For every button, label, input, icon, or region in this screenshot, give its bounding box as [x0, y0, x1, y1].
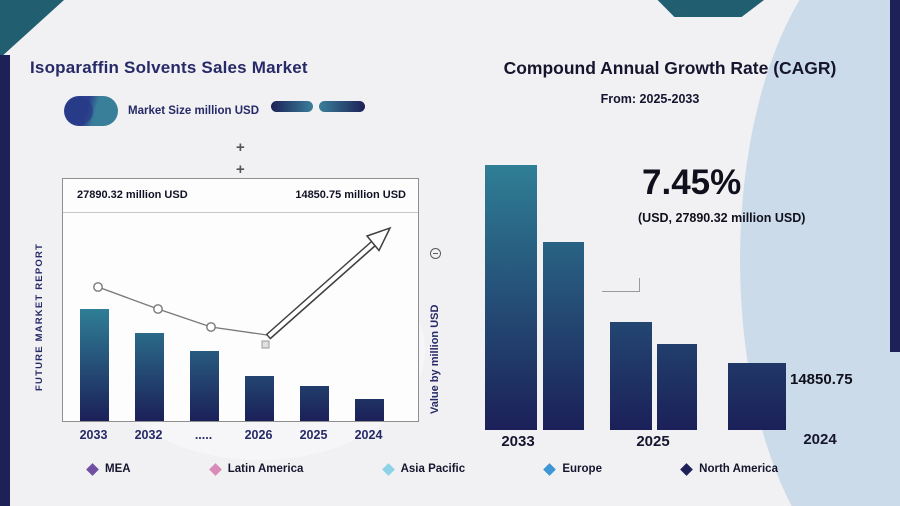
plus-icon: + — [236, 139, 245, 156]
end-value-2024-label: 14850.75 — [790, 371, 853, 388]
corner-triangle-icon — [0, 0, 64, 58]
x-axis-label: 2033 — [79, 428, 108, 442]
x-axis-label: 2025 — [299, 428, 328, 442]
year-label-2033: 2033 — [501, 433, 535, 450]
watermark-label: FUTURE MARKET REPORT — [34, 242, 45, 392]
legend-item-mea: MEA — [86, 462, 131, 476]
gradient-pill-icon — [271, 101, 313, 112]
start-value-label: 27890.32 million USD — [77, 189, 188, 201]
square-marker-icon — [261, 340, 270, 349]
point-marker-icon — [206, 322, 216, 332]
diamond-icon — [543, 462, 557, 476]
end-value-label: 14850.75 million USD — [295, 189, 406, 201]
cagr-bar-2033-0 — [485, 165, 537, 430]
circle-minus-icon — [430, 248, 441, 259]
year-label-2025: 2025 — [636, 433, 670, 450]
step-decoration — [602, 278, 640, 292]
gridline — [63, 212, 418, 213]
legend-item-north-america: North America — [680, 462, 778, 476]
market-size-bar-2025 — [300, 386, 329, 421]
top-band-icon — [657, 0, 764, 17]
cagr-title: Compound Annual Growth Rate (CAGR) — [503, 58, 837, 78]
y-axis-label: Value by million USD — [429, 304, 441, 414]
cagr-bar-2024-4 — [728, 363, 786, 430]
arrow-shaft — [267, 241, 376, 338]
cagr-bar-2025-2 — [610, 322, 652, 430]
cagr-subtitle: From: 2025-2033 — [600, 92, 700, 106]
arrow-head-icon — [365, 226, 392, 252]
legend-item-europe: Europe — [543, 462, 602, 476]
x-axis-label: 2024 — [354, 428, 383, 442]
x-axis-label: 2032 — [134, 428, 163, 442]
legend-item-latin-america: Latin America — [208, 462, 304, 476]
x-axis-label: 2026 — [244, 428, 273, 442]
bar-series — [80, 309, 384, 421]
market-size-pill-icon — [64, 96, 118, 126]
region-legend: MEA Latin America Asia Pacific Europe North … — [86, 462, 778, 476]
right-edge-bar — [890, 0, 900, 352]
trend-line — [97, 286, 268, 336]
market-size-chart: 27890.32 million USD 14850.75 million US… — [62, 178, 419, 422]
market-size-bar-2024 — [355, 399, 384, 421]
market-size-bar-2032 — [135, 333, 164, 421]
gradient-pill-icon — [319, 101, 365, 112]
left-edge-bar — [0, 55, 10, 506]
market-size-legend-label: Market Size million USD — [128, 105, 260, 117]
legend-label: North America — [699, 463, 778, 475]
point-marker-icon — [93, 282, 103, 292]
legend-label: Asia Pacific — [400, 463, 466, 475]
cagr-bar-series — [470, 165, 820, 430]
plus-icon: + — [236, 161, 245, 178]
cagr-note: (USD, 27890.32 million USD) — [638, 211, 806, 225]
diamond-icon — [680, 462, 694, 476]
cagr-bar-2033-1 — [543, 242, 584, 430]
cagr-bar-2025-3 — [657, 344, 697, 430]
x-axis-label: ..... — [194, 428, 213, 442]
year-label-2024: 2024 — [803, 431, 837, 448]
trend-arrow-overlay — [93, 226, 392, 349]
diamond-icon — [86, 462, 99, 476]
legend-label: Europe — [562, 463, 602, 475]
page-title: Isoparaffin Solvents Sales Market — [30, 58, 308, 77]
legend-item-asia-pacific: Asia Pacific — [381, 462, 466, 476]
market-size-bar-2033 — [80, 309, 109, 421]
cagr-value: 7.45% — [642, 163, 742, 202]
legend-label: Latin America — [227, 463, 304, 475]
diamond-icon — [381, 462, 395, 476]
x-axis-labels: 2033 2032..... 2026 2025 2024 — [79, 428, 383, 442]
legend-label: MEA — [105, 463, 131, 475]
diamond-icon — [208, 462, 222, 476]
point-marker-icon — [153, 304, 163, 314]
market-size-bar-2026 — [245, 376, 274, 421]
market-size-bar-..... — [190, 351, 219, 421]
